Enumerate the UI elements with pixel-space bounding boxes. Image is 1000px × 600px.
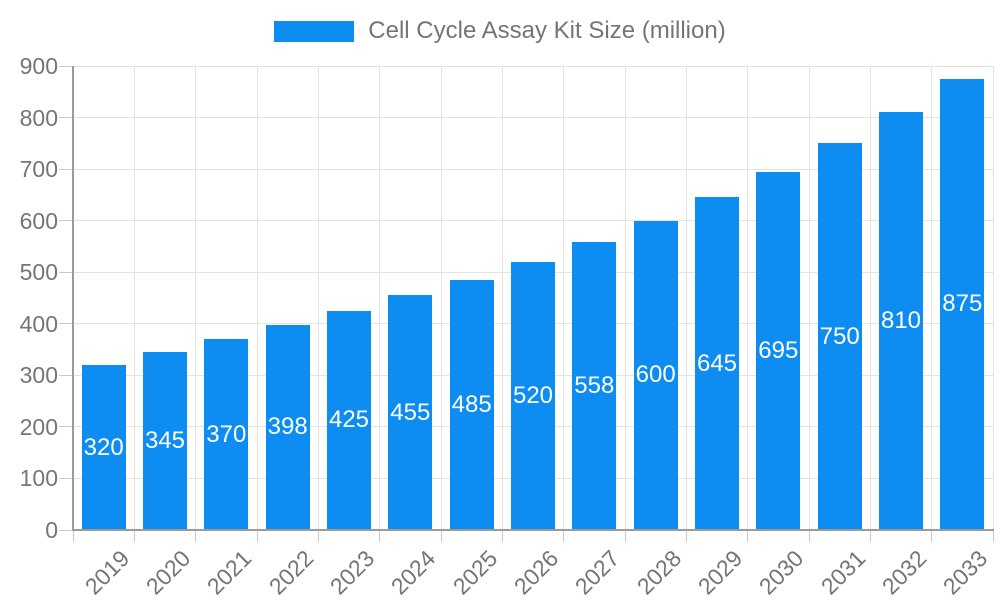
x-tick-mark <box>256 530 258 542</box>
y-axis-tick-label: 400 <box>19 310 58 337</box>
y-axis-tick-label: 500 <box>19 259 58 286</box>
bar-2029[interactable] <box>695 197 739 530</box>
x-gridline <box>931 66 933 530</box>
bar-2032[interactable] <box>879 112 923 530</box>
x-gridline <box>256 66 258 530</box>
x-gridline <box>133 66 135 530</box>
x-gridline <box>379 66 381 530</box>
y-axis-tick-label: 800 <box>19 104 58 131</box>
x-tick-mark <box>317 530 319 542</box>
bar-2025[interactable] <box>449 279 494 530</box>
bar-2020[interactable] <box>143 352 187 530</box>
bar-2030[interactable] <box>756 171 801 530</box>
bar-2024[interactable] <box>388 295 433 530</box>
y-tick-mark <box>59 477 73 479</box>
bar-2028[interactable] <box>633 220 678 530</box>
x-tick-mark <box>72 530 74 542</box>
y-axis-tick-label: 700 <box>19 156 58 183</box>
x-tick-mark <box>992 530 994 542</box>
bar-2026[interactable] <box>511 261 555 530</box>
y-axis-tick-label: 300 <box>19 362 58 389</box>
x-tick-mark <box>624 530 626 542</box>
y-axis-tick-label: 900 <box>19 53 58 79</box>
x-axis-tick-label: 2019 <box>79 545 135 600</box>
bar-2027[interactable] <box>572 242 617 530</box>
y-axis-line <box>72 66 74 531</box>
x-gridline <box>563 66 565 530</box>
y-tick-mark <box>59 271 73 273</box>
x-gridline <box>747 66 749 530</box>
bar-2019[interactable] <box>81 365 126 530</box>
x-tick-mark <box>501 530 503 542</box>
x-tick-mark <box>195 530 197 542</box>
x-gridline <box>317 66 319 530</box>
x-tick-mark <box>563 530 565 542</box>
x-tick-mark <box>808 530 810 542</box>
y-tick-mark <box>59 117 73 119</box>
y-axis-tick-label: 100 <box>19 465 58 492</box>
y-tick-mark <box>59 168 73 170</box>
x-tick-mark <box>869 530 871 542</box>
x-gridline <box>869 66 871 530</box>
y-axis-tick-label: 0 <box>45 517 58 543</box>
legend-label: Cell Cycle Assay Kit Size (million) <box>368 17 726 44</box>
x-gridline <box>501 66 503 530</box>
x-tick-mark <box>379 530 381 542</box>
bar-2021[interactable] <box>204 339 249 530</box>
x-tick-mark <box>747 530 749 542</box>
bar-2023[interactable] <box>327 310 371 530</box>
y-tick-mark <box>59 323 73 325</box>
x-gridline <box>808 66 810 530</box>
y-tick-mark <box>59 220 73 222</box>
x-gridline <box>440 66 442 530</box>
y-axis-tick-label: 200 <box>19 413 58 440</box>
y-tick-mark <box>59 374 73 376</box>
x-tick-mark <box>685 530 687 542</box>
legend[interactable]: Cell Cycle Assay Kit Size (million) <box>0 17 1000 45</box>
x-gridline <box>992 66 994 530</box>
y-gridline <box>73 65 993 67</box>
x-tick-mark <box>440 530 442 542</box>
y-tick-mark <box>59 529 73 531</box>
bar-2022[interactable] <box>265 324 310 530</box>
x-gridline <box>195 66 197 530</box>
bar-2031[interactable] <box>817 143 862 530</box>
y-tick-mark <box>59 65 73 67</box>
y-gridline <box>73 117 993 119</box>
x-gridline <box>624 66 626 530</box>
x-tick-mark <box>133 530 135 542</box>
y-axis-tick-label: 600 <box>19 207 58 234</box>
x-gridline <box>685 66 687 530</box>
y-tick-mark <box>59 426 73 428</box>
legend-swatch <box>274 20 355 42</box>
bar-2033[interactable] <box>940 78 985 530</box>
x-tick-mark <box>931 530 933 542</box>
